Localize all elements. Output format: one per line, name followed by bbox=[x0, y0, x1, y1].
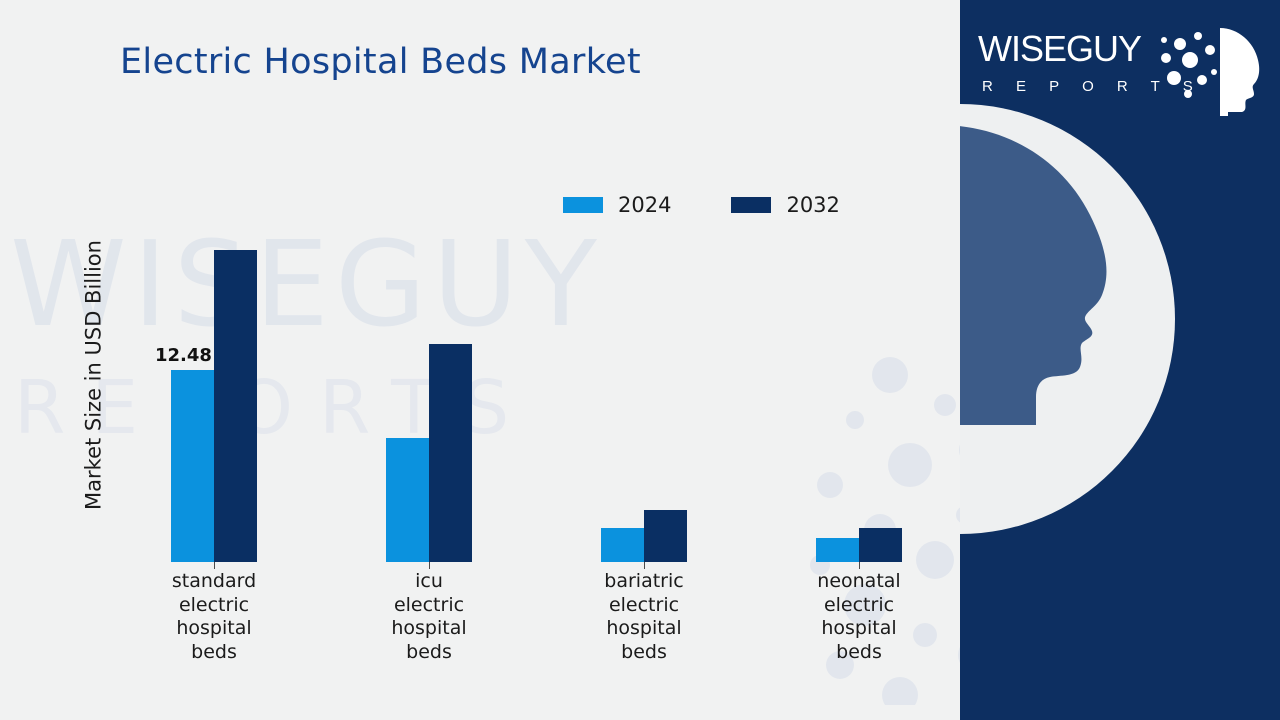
cat-line: hospital bbox=[176, 617, 252, 639]
bar-2024-neonatal[interactable] bbox=[816, 538, 859, 562]
bar-2032-bariatric[interactable] bbox=[644, 510, 687, 562]
category-label-neonatal: neonatal electric hospital beds bbox=[764, 570, 954, 664]
bar-2032-standard[interactable] bbox=[214, 250, 257, 562]
legend-item-2024[interactable]: 2024 bbox=[563, 193, 671, 217]
axis-tick bbox=[429, 562, 430, 569]
legend-label-2032: 2032 bbox=[786, 193, 840, 217]
cat-line: electric bbox=[393, 593, 465, 616]
plot-area: 12.48 standard electric hospital beds ic… bbox=[100, 150, 930, 663]
cat-line: electric bbox=[178, 593, 250, 616]
legend-label-2024: 2024 bbox=[618, 193, 672, 217]
bar-group-neonatal: neonatal electric hospital beds bbox=[816, 150, 902, 663]
category-label-standard: standard electric hospital beds bbox=[119, 570, 309, 664]
axis-tick bbox=[644, 562, 645, 569]
cat-line: hospital bbox=[391, 617, 467, 639]
category-label-icu: icu electric hospital beds bbox=[334, 570, 524, 664]
cat-line: beds bbox=[836, 640, 882, 663]
cat-line: bariatric bbox=[604, 570, 684, 592]
bar-group-standard: 12.48 standard electric hospital beds bbox=[155, 150, 257, 663]
brain-dots-icon bbox=[960, 150, 1090, 490]
cat-line: beds bbox=[621, 640, 667, 663]
cat-line: icu bbox=[415, 570, 443, 592]
bar-2032-neonatal[interactable] bbox=[859, 528, 902, 562]
bar-2024-standard[interactable] bbox=[171, 370, 214, 562]
bar-value-label-standard-2024: 12.48 bbox=[155, 345, 212, 366]
axis-tick bbox=[214, 562, 215, 569]
bar-group-bariatric: bariatric electric hospital beds bbox=[601, 150, 687, 663]
category-label-bariatric: bariatric electric hospital beds bbox=[549, 570, 739, 664]
cat-line: electric bbox=[608, 593, 680, 616]
logo-wordmark: WISEGUY bbox=[978, 28, 1142, 69]
brand-logo: WISEGUY R E P O R T S bbox=[978, 28, 1268, 116]
chart-legend: 2024 2032 bbox=[563, 193, 840, 217]
bar-2024-icu[interactable] bbox=[386, 438, 429, 562]
page-title: Electric Hospital Beds Market bbox=[120, 42, 641, 82]
brand-panel: WISEGUY R E P O R T S bbox=[960, 0, 1280, 720]
face-profile-icon bbox=[960, 126, 1107, 425]
legend-swatch-2032 bbox=[731, 197, 772, 213]
cat-line: electric bbox=[823, 593, 895, 616]
logo-subtitle: R E P O R T S bbox=[982, 78, 1203, 95]
cat-line: hospital bbox=[606, 617, 682, 639]
chart-panel: WISEGUY REPORTS Electric Hospital Beds M… bbox=[10, 42, 960, 705]
cat-line: hospital bbox=[821, 617, 897, 639]
legend-item-2032[interactable]: 2032 bbox=[731, 193, 840, 217]
bar-2032-icu[interactable] bbox=[429, 344, 472, 562]
cat-line: beds bbox=[406, 640, 452, 663]
cat-line: standard bbox=[171, 570, 257, 592]
axis-tick bbox=[859, 562, 860, 569]
bar-2024-bariatric[interactable] bbox=[601, 528, 644, 562]
bar-group-icu: icu electric hospital beds bbox=[386, 150, 472, 663]
cat-line: beds bbox=[191, 640, 237, 663]
legend-swatch-2024 bbox=[563, 197, 603, 213]
logo-head-profile-icon bbox=[1161, 28, 1260, 116]
cat-line: neonatal bbox=[817, 570, 901, 592]
